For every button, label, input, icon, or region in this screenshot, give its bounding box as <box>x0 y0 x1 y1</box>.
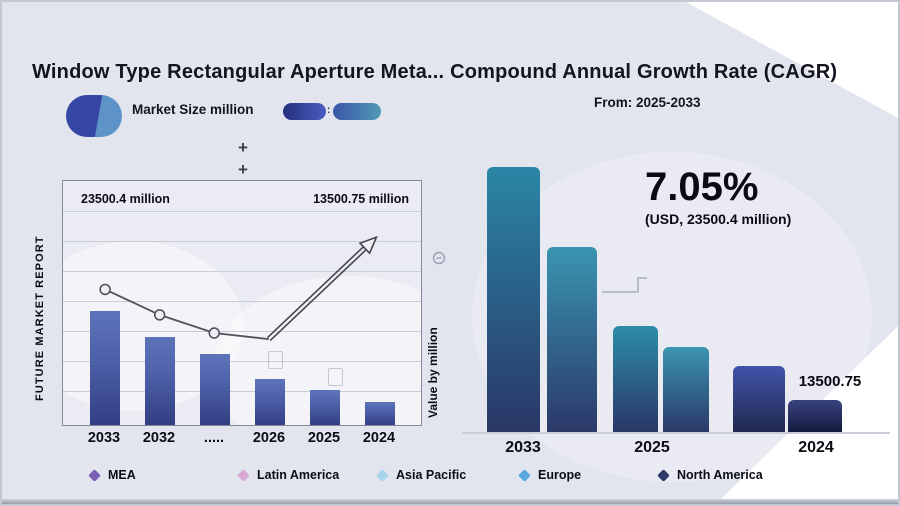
forecast-end-value-label: 13500.75 <box>798 373 862 390</box>
column-2033-primary <box>487 167 540 432</box>
x-label-2033: 2033 <box>87 430 121 446</box>
legend-label: North America <box>677 468 763 482</box>
market-size-pie-icon <box>66 95 122 137</box>
legend-diamond-icon <box>88 468 101 482</box>
legend-diamond-icon <box>237 468 250 482</box>
bar-2025 <box>310 389 340 425</box>
page-title: Window Type Rectangular Aperture Meta...… <box>32 61 838 83</box>
bar-2026 <box>255 379 285 425</box>
baseline <box>462 432 890 434</box>
forecast-column-chart: 2033 2025 2024 <box>462 152 892 458</box>
legend-label: Asia Pacific <box>396 468 467 482</box>
bar-2024 <box>365 402 395 425</box>
ratio-separator: : <box>327 105 331 116</box>
legend-label: Europe <box>538 468 582 482</box>
start-value-label: 23500.4 million <box>81 192 170 206</box>
x-label-2024: 2024 <box>798 439 834 456</box>
cagr-value: 7.05% <box>645 165 759 209</box>
cagr-note: (USD, 23500.4 million) <box>645 211 792 227</box>
period-label: From: 2025-2033 <box>594 95 701 110</box>
gridline <box>63 241 421 242</box>
column-2025-secondary <box>663 347 709 432</box>
legend-diamond-icon <box>376 468 389 482</box>
column-2024-secondary <box>788 400 842 432</box>
gridline <box>63 361 421 362</box>
callout-line <box>602 277 647 293</box>
market-size-label: Market Size million <box>132 102 254 117</box>
x-axis-labels: 2033 2032..... 2026 2025 2024 <box>62 430 422 448</box>
ratio-pill-dark-icon <box>283 103 326 120</box>
bar-2032 <box>145 337 175 425</box>
column-2033-secondary <box>547 246 597 432</box>
column-2025-primary <box>613 326 658 432</box>
historical-trend-chart: 23500.4 million 13500.75 million <box>62 180 422 426</box>
x-label-2026: 2026 <box>252 430 286 446</box>
legend-item-asia-pacific: Asia Pacific <box>376 466 467 484</box>
end-value-label: 13500.75 million <box>313 192 409 206</box>
x-label-2024: 2024 <box>362 430 396 446</box>
legend-label: Latin America <box>257 468 340 482</box>
clipboard-watermark-icon <box>328 368 343 386</box>
legend-item-north-america: North America <box>657 466 763 484</box>
value-axis-label: Value by million <box>426 327 440 418</box>
x-label-2032: 2032 <box>142 430 176 446</box>
clipboard-watermark-icon <box>268 351 283 369</box>
gridline <box>63 211 421 212</box>
trend-line-arrow <box>99 235 378 342</box>
legend-diamond-icon <box>657 468 670 482</box>
bar-..... <box>200 354 230 425</box>
legend-label: MEA <box>108 468 136 482</box>
publisher-watermark: FUTURE MARKET REPORT <box>34 235 46 401</box>
x-label-2033: 2033 <box>505 439 541 456</box>
column-2024-primary <box>733 365 785 433</box>
background-wedge-top <box>686 2 898 118</box>
legend-diamond-icon <box>518 468 531 482</box>
bottom-edge-strip <box>2 499 898 504</box>
legend-item-latin-america: Latin America <box>237 466 340 484</box>
legend-item-mea: MEA <box>88 466 136 484</box>
gridline <box>63 301 421 302</box>
clock-icon <box>432 251 446 265</box>
x-label-.....: ..... <box>203 430 225 446</box>
bar-2033 <box>90 311 120 425</box>
gridline <box>63 391 421 392</box>
x-label-2025: 2025 <box>634 439 670 456</box>
gridline <box>63 271 421 272</box>
ratio-pill-teal-icon <box>333 103 381 120</box>
legend-item-europe: Europe <box>518 466 582 484</box>
x-label-2025: 2025 <box>307 430 341 446</box>
gridline <box>63 331 421 332</box>
plus-decoration-icon: + <box>238 138 248 157</box>
plus-decoration-icon: + <box>238 160 248 179</box>
region-legend: MEA Latin America Asia Pacific Europe North … <box>2 466 898 486</box>
